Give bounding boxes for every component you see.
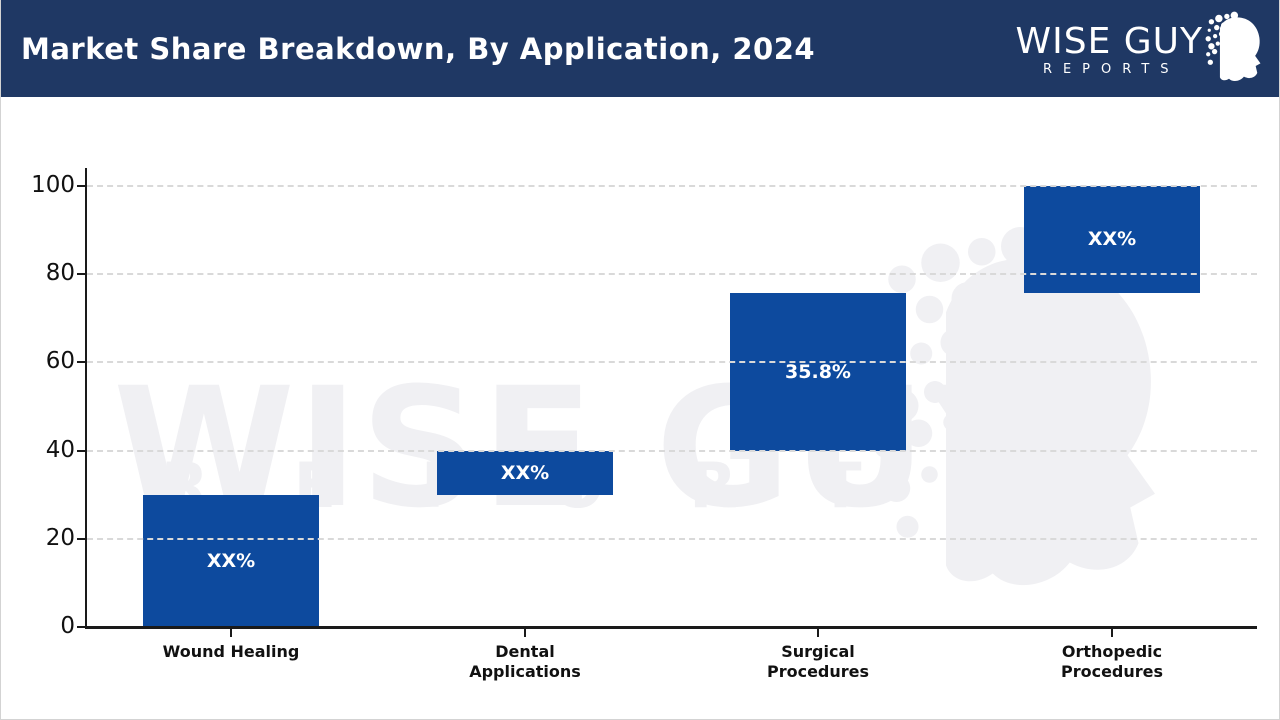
logo: WISE GUY REPORTS: [1016, 8, 1270, 92]
y-tick-label: 40: [45, 436, 75, 463]
y-tick-mark: [77, 449, 86, 452]
header-bar: Market Share Breakdown, By Application, …: [1, 0, 1279, 97]
logo-subtitle: REPORTS: [1042, 62, 1180, 78]
page-title: Market Share Breakdown, By Application, …: [21, 31, 816, 66]
x-axis-line: [85, 626, 1257, 629]
bar-value-label: 35.8%: [785, 360, 851, 383]
bar-value-label: XX%: [206, 549, 256, 572]
gridline-40: [87, 449, 1257, 452]
logo-text: WISE GUY REPORTS: [1015, 20, 1204, 78]
y-tick-label: 20: [45, 524, 75, 551]
bar-surgical-procedures: 35.8%: [730, 292, 906, 451]
x-category-label: Dental Applications: [469, 642, 581, 681]
y-tick-mark: [77, 185, 86, 187]
x-tick-mark: [1111, 629, 1113, 637]
gridline-80: [87, 273, 1257, 276]
bar-value-label: XX%: [1087, 228, 1137, 251]
bar-orthopedic-procedures: XX%: [1024, 186, 1200, 293]
y-tick-mark: [77, 626, 86, 628]
y-tick-mark: [77, 361, 86, 364]
x-tick-mark: [230, 629, 232, 637]
gridline-100: [87, 185, 1257, 187]
logo-head-icon: [1205, 11, 1261, 82]
bar-dental-applications: XX%: [437, 450, 613, 495]
y-tick-label: 0: [60, 613, 75, 639]
y-tick-mark: [77, 273, 86, 276]
y-tick-label: 80: [45, 260, 75, 287]
x-category-label: Wound Healing: [162, 642, 300, 661]
x-tick-mark: [817, 629, 819, 637]
x-category-label: Surgical Procedures: [766, 642, 870, 681]
x-category-label: Orthopedic Procedures: [1060, 642, 1164, 681]
y-tick-mark: [77, 537, 86, 540]
bar-wound-healing: XX%: [143, 494, 319, 627]
logo-wordmark: WISE GUY: [1015, 20, 1203, 62]
x-tick-mark: [524, 629, 526, 637]
bar-value-label: XX%: [500, 461, 550, 484]
y-axis-line: [85, 168, 87, 628]
y-tick-label: 60: [45, 348, 75, 375]
gridline-60: [87, 361, 1257, 364]
gridline-20: [87, 537, 1257, 540]
y-tick-label: 100: [31, 172, 75, 198]
